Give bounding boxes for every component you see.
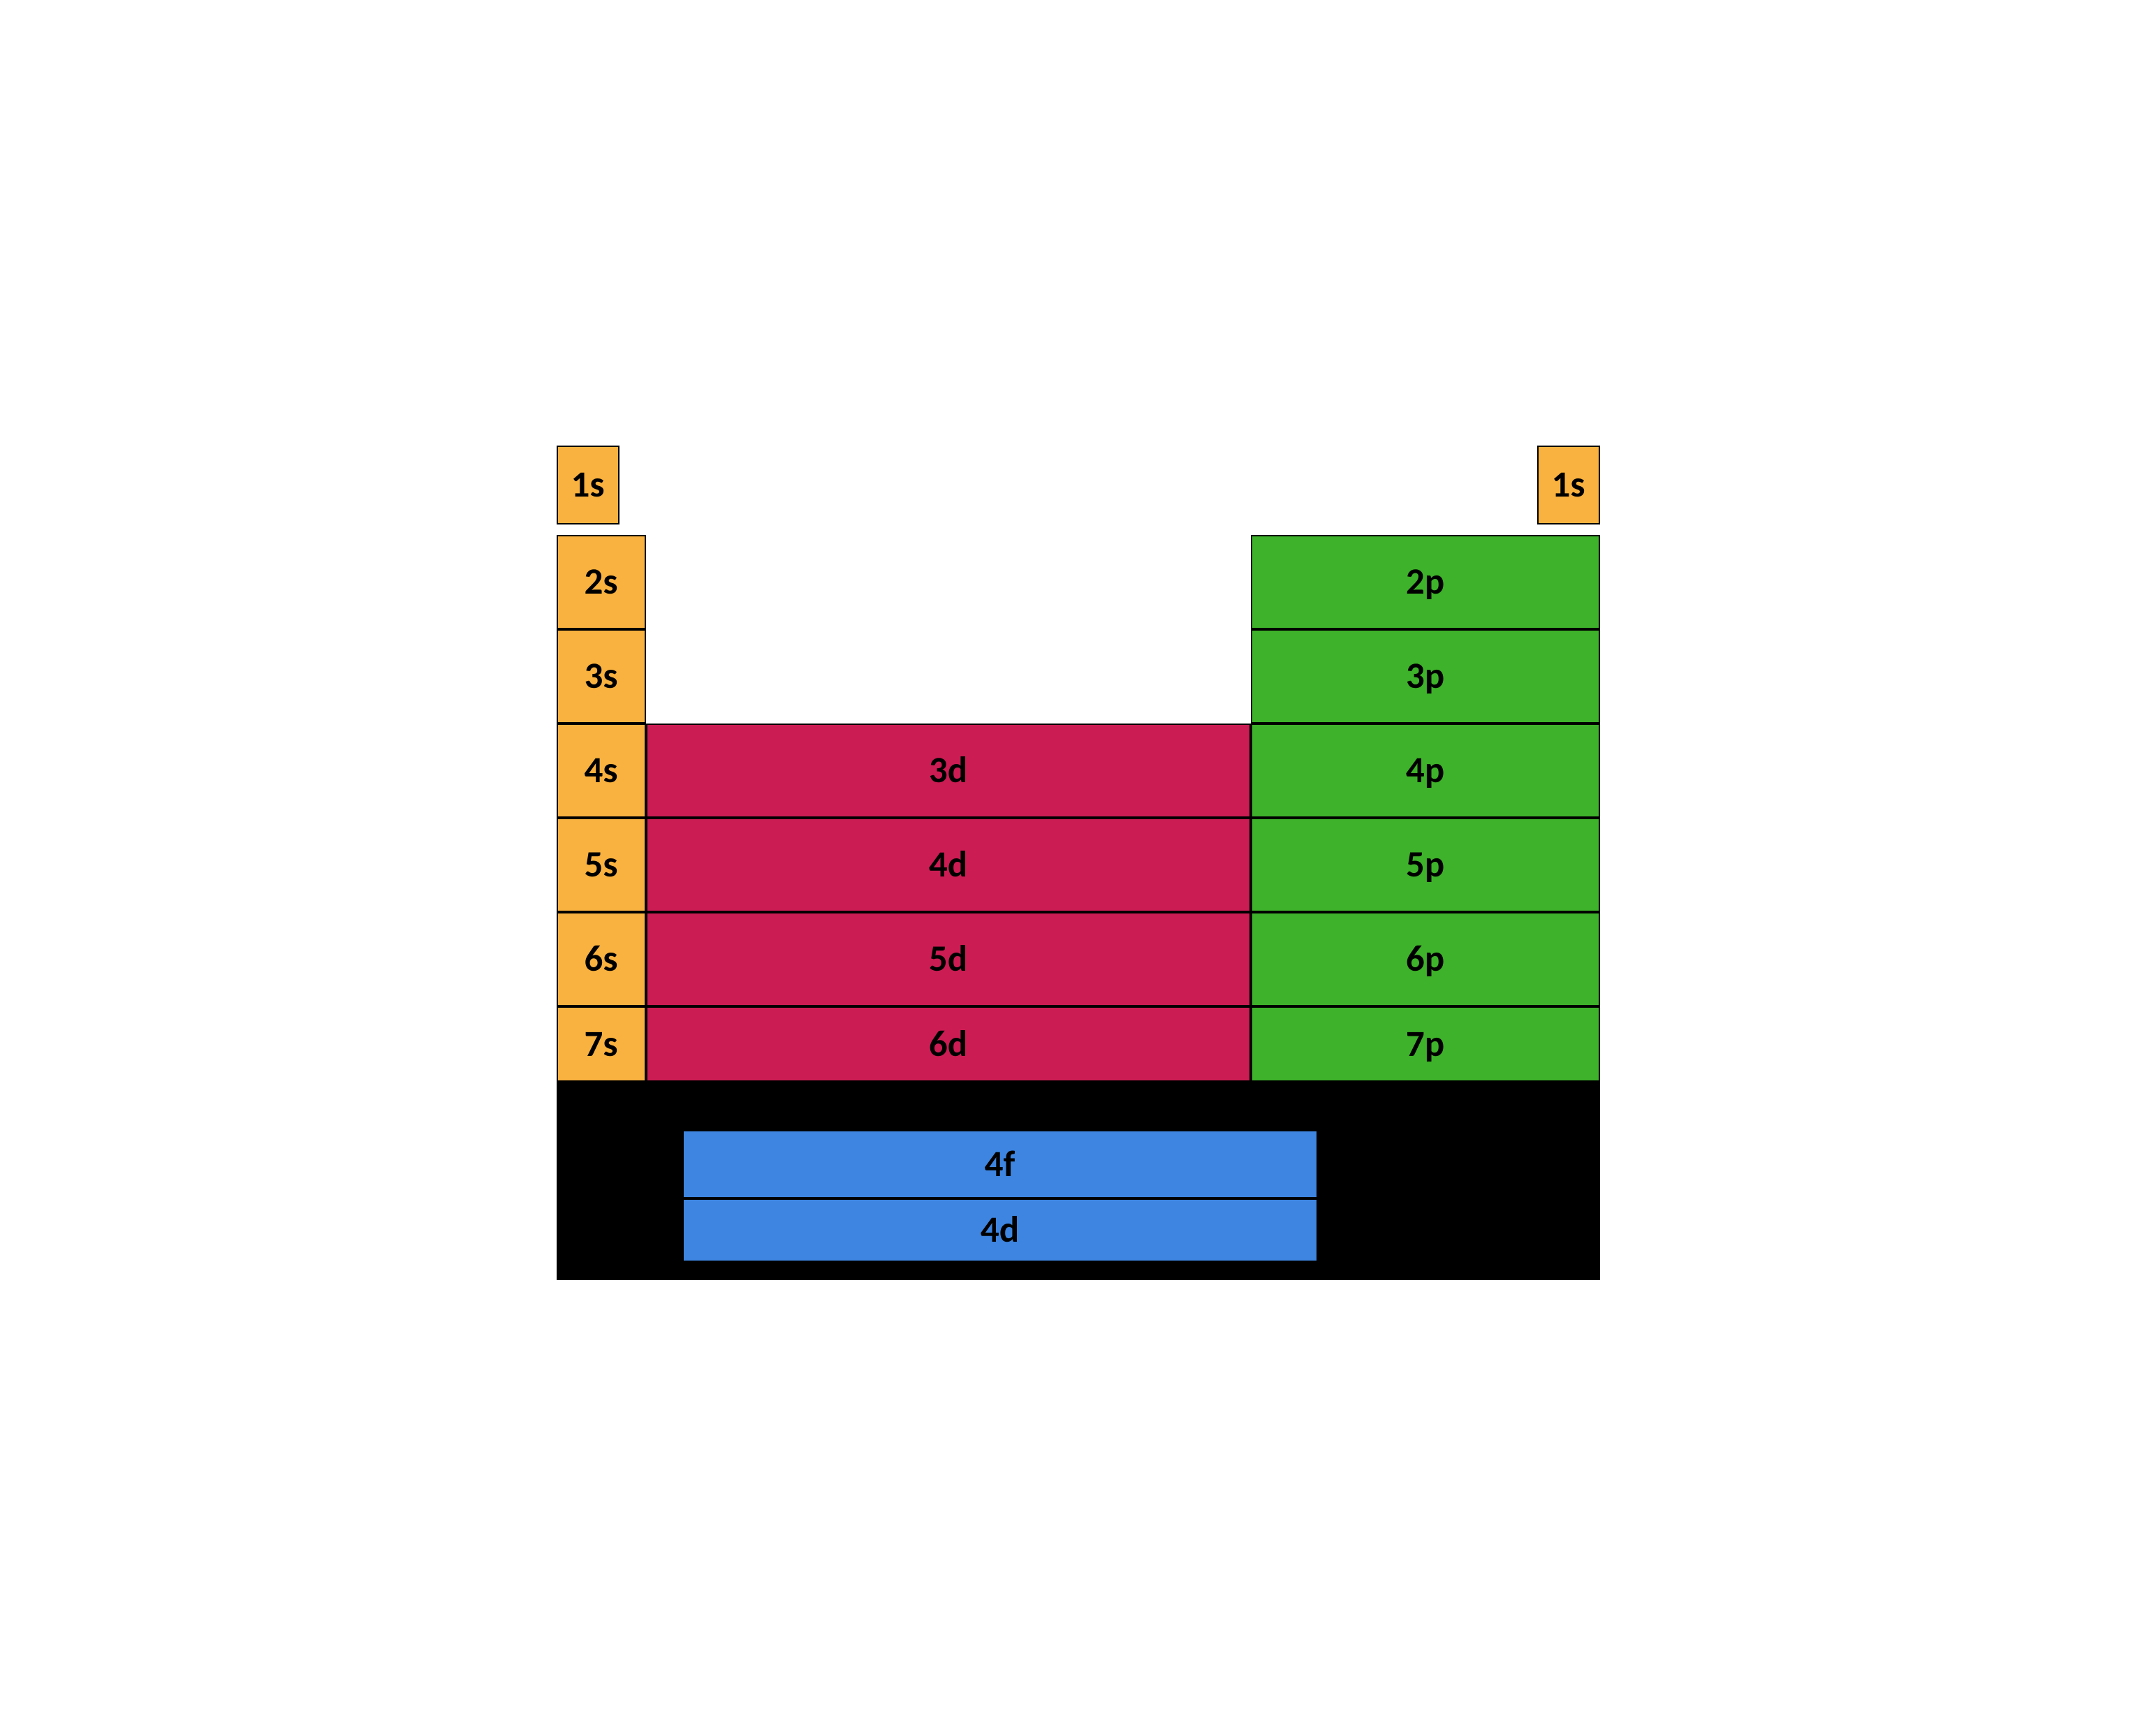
orbital-cell-2s: 2s bbox=[557, 535, 646, 629]
orbital-cell-5d: 5d bbox=[646, 912, 1251, 1006]
orbital-cell-3s: 3s bbox=[557, 629, 646, 724]
orbital-cell-1s: 1s bbox=[1537, 446, 1600, 524]
orbital-cell-4d: 4d bbox=[646, 818, 1251, 912]
orbital-cell-6s: 6s bbox=[557, 912, 646, 1006]
orbital-block-diagram: 1s1s2s3s4s5s6s7s2p3p4p5p6p7p3d4d5d6d4f4d bbox=[557, 446, 1600, 1280]
orbital-cell-4d: 4d bbox=[682, 1198, 1318, 1262]
orbital-cell-6d: 6d bbox=[646, 1006, 1251, 1082]
orbital-cell-2p: 2p bbox=[1251, 535, 1600, 629]
orbital-cell-5s: 5s bbox=[557, 818, 646, 912]
orbital-cell-7p: 7p bbox=[1251, 1006, 1600, 1082]
orbital-cell-4f: 4f bbox=[682, 1130, 1318, 1198]
orbital-cell-1s: 1s bbox=[557, 446, 619, 524]
orbital-cell-5p: 5p bbox=[1251, 818, 1600, 912]
orbital-cell-4p: 4p bbox=[1251, 724, 1600, 818]
orbital-cell-7s: 7s bbox=[557, 1006, 646, 1082]
orbital-cell-6p: 6p bbox=[1251, 912, 1600, 1006]
orbital-cell-3p: 3p bbox=[1251, 629, 1600, 724]
orbital-cell-4s: 4s bbox=[557, 724, 646, 818]
orbital-cell-3d: 3d bbox=[646, 724, 1251, 818]
